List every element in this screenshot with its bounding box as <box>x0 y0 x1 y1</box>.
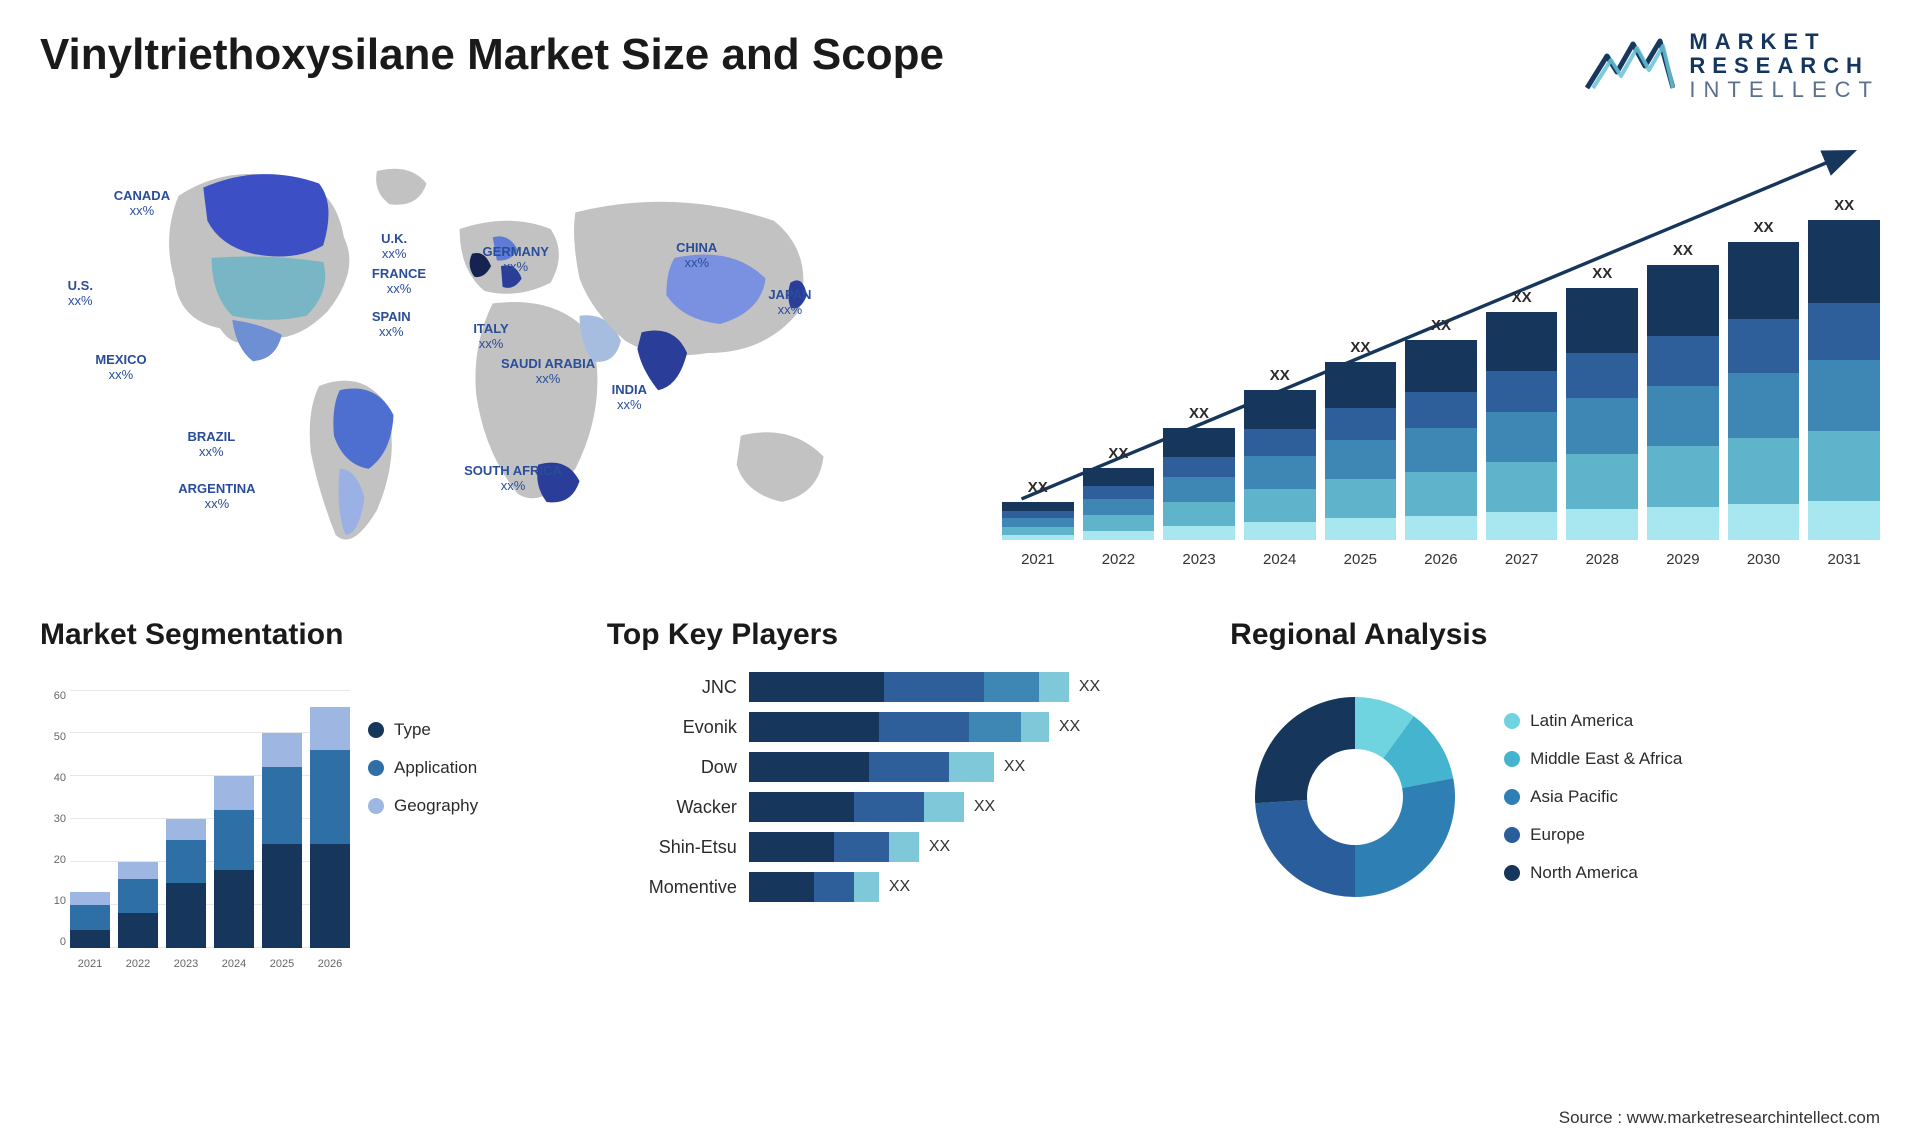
logo-text-3: INTELLECT <box>1689 78 1880 102</box>
map-label-italy: ITALYxx% <box>473 322 508 352</box>
seg-bar-2023 <box>166 819 206 948</box>
logo-text-1: MARKET <box>1689 30 1880 54</box>
map-label-saudiarabia: SAUDI ARABIAxx% <box>501 357 595 387</box>
regional-panel: Regional Analysis Latin America Middle Ea… <box>1230 618 1880 958</box>
seg-bar-2021 <box>70 892 110 948</box>
map-label-southafrica: SOUTH AFRICAxx% <box>464 464 562 494</box>
logo: MARKET RESEARCH INTELLECT <box>1585 30 1880 103</box>
seg-bar-2022 <box>118 862 158 948</box>
player-label-momentive: Momentive <box>607 872 737 902</box>
map-label-germany: GERMANYxx% <box>483 245 549 275</box>
page-title: Vinyltriethoxysilane Market Size and Sco… <box>40 30 944 80</box>
regional-legend-latinamerica: Latin America <box>1504 711 1682 731</box>
map-label-argentina: ARGENTINAxx% <box>178 482 255 512</box>
growth-bar-2031: XX <box>1808 197 1880 540</box>
map-label-france: FRANCExx% <box>372 267 426 297</box>
logo-text-2: RESEARCH <box>1689 54 1880 78</box>
player-label-evonik: Evonik <box>607 712 737 742</box>
growth-bar-2022: XX <box>1083 445 1155 540</box>
map-label-china: CHINAxx% <box>676 241 717 271</box>
source-text: Source : www.marketresearchintellect.com <box>1559 1108 1880 1128</box>
map-label-spain: SPAINxx% <box>372 310 411 340</box>
map-label-mexico: MEXICOxx% <box>95 353 146 383</box>
growth-chart-panel: XXXXXXXXXXXXXXXXXXXXXX 20212022202320242… <box>1002 138 1880 568</box>
map-label-india: INDIAxx% <box>612 383 647 413</box>
seg-legend-geography: Geography <box>368 796 478 816</box>
logo-mark-icon <box>1585 36 1675 96</box>
player-bar-dow: XX <box>749 752 1200 782</box>
seg-legend-application: Application <box>368 758 478 778</box>
map-label-uk: U.K.xx% <box>381 232 407 262</box>
players-panel: Top Key Players JNC Evonik Dow Wacker Shin-E… <box>607 618 1200 958</box>
map-label-us: U.S.xx% <box>68 279 93 309</box>
growth-bar-2023: XX <box>1163 405 1235 540</box>
player-bar-evonik: XX <box>749 712 1200 742</box>
seg-bar-2026 <box>310 707 350 948</box>
map-label-brazil: BRAZILxx% <box>188 430 236 460</box>
player-label-dow: Dow <box>607 752 737 782</box>
player-bar-shinetsu: XX <box>749 832 1200 862</box>
seg-legend-type: Type <box>368 720 478 740</box>
donut-chart <box>1230 672 1480 922</box>
player-label-shinetsu: Shin-Etsu <box>607 832 737 862</box>
world-map-panel: CANADAxx% U.S.xx% MEXICOxx% BRAZILxx% ARGENT… <box>40 138 962 568</box>
growth-bar-2028: XX <box>1566 265 1638 540</box>
player-bar-jnc: XX <box>749 672 1200 702</box>
player-label-jnc: JNC <box>607 672 737 702</box>
player-bar-wacker: XX <box>749 792 1200 822</box>
growth-bar-2029: XX <box>1647 242 1719 540</box>
player-label-wacker: Wacker <box>607 792 737 822</box>
segmentation-title: Market Segmentation <box>40 618 577 652</box>
player-bar-momentive: XX <box>749 872 1200 902</box>
growth-bar-2026: XX <box>1405 317 1477 540</box>
growth-bar-2027: XX <box>1486 289 1558 540</box>
seg-bar-2024 <box>214 776 254 948</box>
growth-bar-2030: XX <box>1728 219 1800 540</box>
growth-bar-2025: XX <box>1325 339 1397 540</box>
regional-legend-northamerica: North America <box>1504 863 1682 883</box>
growth-bar-2021: XX <box>1002 479 1074 540</box>
regional-legend-middleeastafrica: Middle East & Africa <box>1504 749 1682 769</box>
segmentation-panel: Market Segmentation 6050403020100 202120… <box>40 618 577 958</box>
map-label-japan: JAPANxx% <box>768 288 811 318</box>
regional-legend-asiapacific: Asia Pacific <box>1504 787 1682 807</box>
regional-title: Regional Analysis <box>1230 618 1880 652</box>
map-label-canada: CANADAxx% <box>114 189 170 219</box>
seg-bar-2025 <box>262 733 302 948</box>
regional-legend-europe: Europe <box>1504 825 1682 845</box>
players-title: Top Key Players <box>607 618 1200 652</box>
growth-bar-2024: XX <box>1244 367 1316 540</box>
